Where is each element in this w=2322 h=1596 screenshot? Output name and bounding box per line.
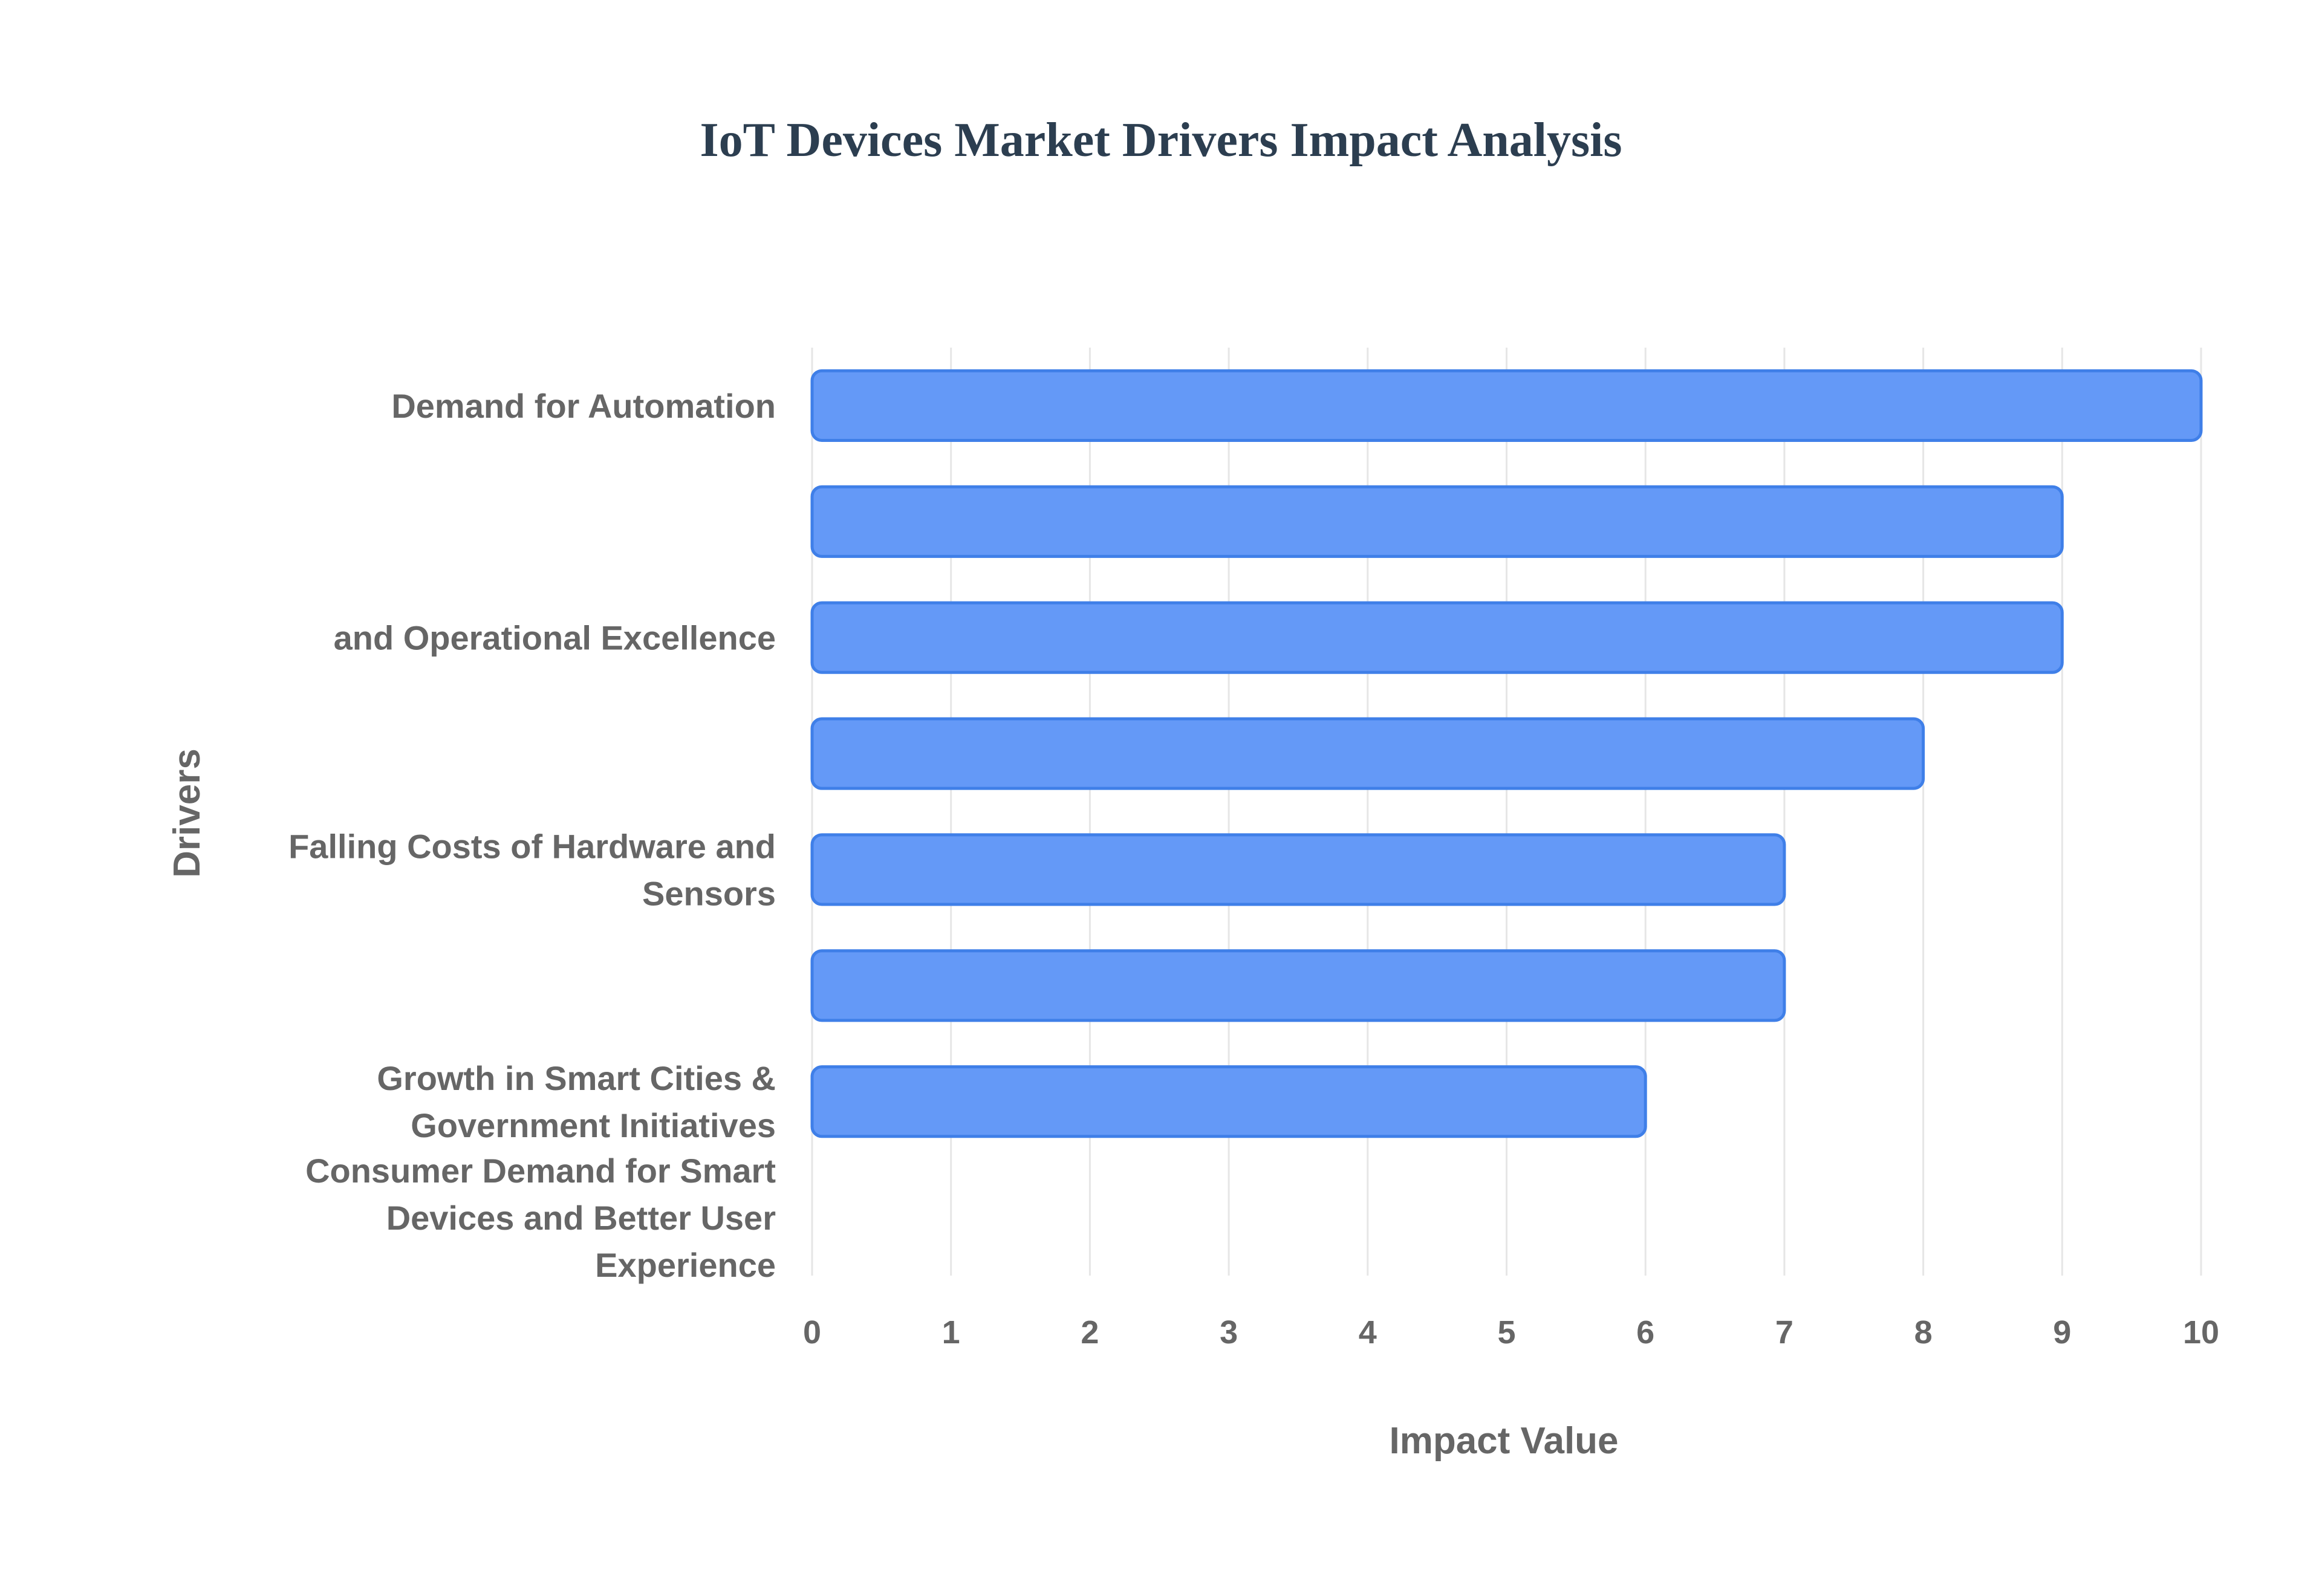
- x-axis-ticks: 0 1 2 3 4 5 6 7 8 9 10: [803, 1314, 2219, 1351]
- bar: [810, 485, 2064, 558]
- y-category-label: Falling Costs of Hardware and Sensors: [288, 827, 776, 912]
- y-category-label-line: Devices and Better User: [386, 1199, 776, 1237]
- bar: [810, 833, 1786, 906]
- y-category-label: and Operational Excellence: [334, 619, 776, 657]
- x-tick-label: 10: [2183, 1314, 2219, 1351]
- y-category-label-line: Government Initiatives: [411, 1106, 776, 1144]
- x-tick-label: 8: [1914, 1314, 1933, 1351]
- bar: [810, 717, 1925, 790]
- x-tick-label: 2: [1081, 1314, 1099, 1351]
- x-tick-label: 9: [2053, 1314, 2071, 1351]
- y-axis-category-labels: Demand for Automation and Operational Exc…: [288, 387, 776, 1284]
- bar: [810, 369, 2203, 442]
- x-axis-title: Impact Value: [1389, 1420, 1618, 1462]
- x-tick-label: 4: [1359, 1314, 1377, 1351]
- chart-title: IoT Devices Market Drivers Impact Analys…: [700, 114, 1622, 167]
- x-tick-label: 7: [1775, 1314, 1794, 1351]
- y-category-label-line: Experience: [595, 1246, 776, 1284]
- x-tick-label: 6: [1636, 1314, 1654, 1351]
- bar: [810, 1065, 1647, 1138]
- y-category-label-line: Growth in Smart Cities &: [377, 1059, 776, 1097]
- y-category-label-line: Consumer Demand for Smart: [305, 1152, 776, 1190]
- y-category-label: Demand for Automation: [391, 387, 776, 425]
- bar: [810, 949, 1786, 1022]
- x-tick-label: 0: [803, 1314, 821, 1351]
- y-category-label-line: and Operational Excellence: [334, 619, 776, 657]
- y-category-label: Consumer Demand for Smart Devices and Bet…: [305, 1152, 776, 1284]
- y-category-label: Growth in Smart Cities & Government Initi…: [377, 1059, 776, 1144]
- y-axis-title: Drivers: [166, 748, 208, 878]
- y-category-label-line: Falling Costs of Hardware and: [288, 827, 776, 865]
- bars: [810, 369, 2203, 1138]
- bar: [810, 601, 2064, 674]
- y-category-label-line: Demand for Automation: [391, 387, 776, 425]
- y-category-label-line: Sensors: [642, 874, 776, 912]
- x-tick-label: 1: [942, 1314, 960, 1351]
- x-tick-label: 3: [1220, 1314, 1238, 1351]
- x-tick-label: 5: [1497, 1314, 1515, 1351]
